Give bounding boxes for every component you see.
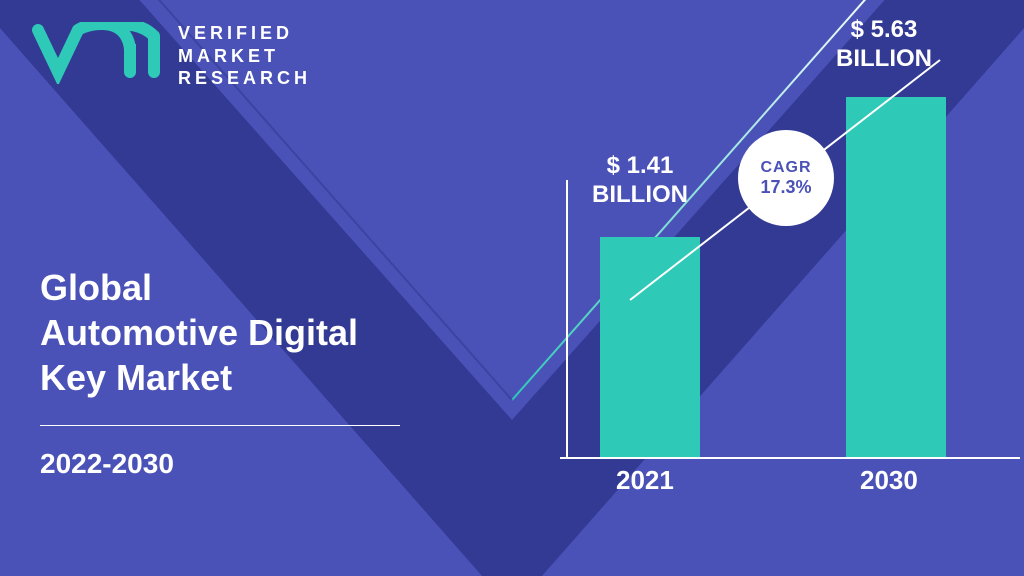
page-title: Global Automotive Digital Key Market [40, 265, 358, 400]
title-line1: Global [40, 265, 358, 310]
bar-label-2030: $ 5.63 BILLION [836, 16, 932, 74]
bar-unit-2021: BILLION [592, 181, 688, 210]
forecast-period: 2022-2030 [40, 448, 174, 480]
bar-2030 [846, 97, 946, 457]
title-divider [40, 425, 400, 426]
title-line3: Key Market [40, 355, 358, 400]
cagr-badge: CAGR 17.3% [738, 130, 834, 226]
x-axis [560, 457, 1020, 459]
logo-text: VERIFIED MARKET RESEARCH [178, 22, 311, 90]
logo-text-line3: RESEARCH [178, 67, 311, 90]
cagr-value: 17.3% [760, 177, 811, 198]
logo-text-line1: VERIFIED [178, 22, 311, 45]
market-bar-chart: $ 1.41 BILLION 2021 $ 5.63 BILLION 2030 … [560, 0, 1020, 576]
bar-2021 [600, 237, 700, 457]
bar-amount-2030: $ 5.63 [836, 16, 932, 45]
bar-unit-2030: BILLION [836, 45, 932, 74]
x-label-2030: 2030 [860, 465, 918, 496]
cagr-label: CAGR [760, 159, 811, 177]
y-axis [566, 180, 568, 457]
logo-mark-icon [30, 22, 160, 84]
x-label-2021: 2021 [616, 465, 674, 496]
logo-text-line2: MARKET [178, 45, 311, 68]
bar-label-2021: $ 1.41 BILLION [592, 152, 688, 210]
bar-amount-2021: $ 1.41 [592, 152, 688, 181]
title-line2: Automotive Digital [40, 310, 358, 355]
logo: VERIFIED MARKET RESEARCH [30, 22, 311, 90]
